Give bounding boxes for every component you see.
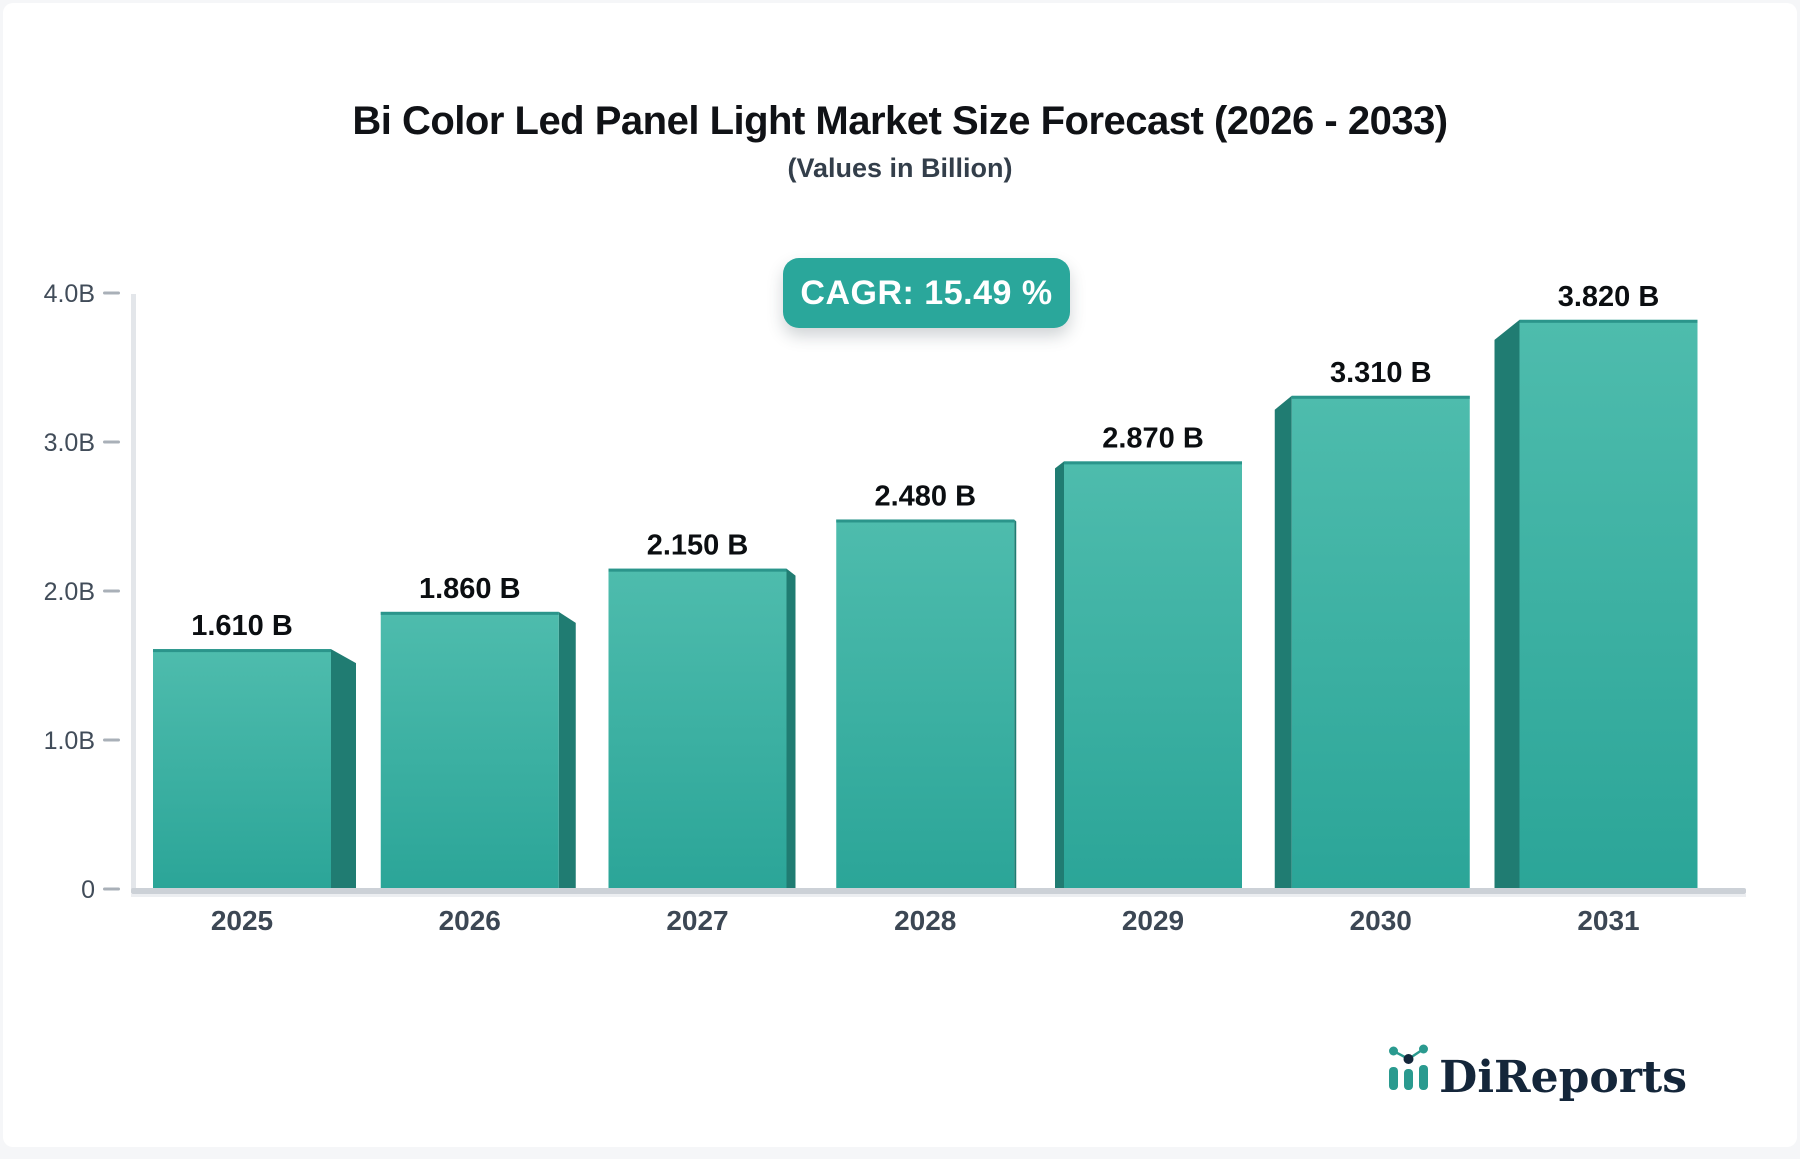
y-axis-label: 1.0B	[44, 727, 95, 755]
bar-top-edge	[153, 649, 331, 653]
bar-value-label: 2.480 B	[874, 480, 976, 512]
icon-dot	[1389, 1046, 1399, 1056]
bar-front-face	[836, 519, 1015, 889]
y-axis-label: 3.0B	[44, 429, 95, 457]
bar-value-label: 2.150 B	[647, 530, 749, 562]
bar-side-face	[1014, 519, 1017, 889]
x-axis-baseline-shadow	[131, 894, 1746, 897]
bar-chart-canvas: 0 1.0B 2.0B 3.0B 4.0B 1.610 B 2025 1.860 B 2026 2…	[44, 280, 1746, 936]
chart-card: Bi Color Led Panel Light Market Size For…	[3, 3, 1797, 1147]
bar-2027	[608, 568, 796, 889]
bar-2026	[380, 611, 576, 889]
bar-front-face	[1291, 395, 1470, 889]
cagr-badge: CAGR: 15.49 %	[783, 258, 1070, 328]
bar-side-face	[1274, 395, 1292, 889]
bar-front-face	[153, 649, 331, 889]
x-axis-label: 2027	[666, 905, 728, 936]
y-tick	[103, 887, 120, 891]
y-axis-label: 2.0B	[44, 578, 95, 606]
bar-value-label: 1.860 B	[419, 573, 521, 605]
bar-2028	[836, 519, 1017, 889]
bar-front-face	[608, 568, 787, 889]
bar-front-face	[1064, 461, 1242, 889]
bar-side-face	[1494, 319, 1520, 889]
icon-bar	[1389, 1067, 1399, 1090]
y-tick	[103, 291, 120, 295]
bar-2031	[1494, 319, 1698, 889]
icon-dot	[1403, 1054, 1414, 1064]
y-axis-label: 0	[81, 876, 95, 904]
chart-title: Bi Color Led Panel Light Market Size For…	[352, 99, 1448, 143]
icon-bar	[1419, 1065, 1429, 1090]
y-axis-label: 4.0B	[44, 280, 95, 308]
bar-side-face	[1055, 461, 1064, 889]
bar-top-edge	[380, 611, 559, 615]
y-axis-line	[131, 294, 136, 889]
bar-front-face	[380, 611, 559, 889]
bar-value-label: 3.820 B	[1558, 281, 1660, 313]
bar-value-label: 1.610 B	[191, 610, 293, 642]
bar-value-label: 3.310 B	[1330, 357, 1432, 389]
bar-2025	[153, 649, 356, 889]
chart-subtitle: (Values in Billion)	[787, 153, 1013, 183]
bar-top-edge	[1519, 319, 1698, 323]
bar-side-face	[786, 568, 796, 889]
icon-bar	[1404, 1069, 1414, 1090]
bar-top-edge	[1064, 461, 1242, 465]
cagr-badge-label: CAGR: 15.49 %	[800, 273, 1053, 312]
bar-2029	[1055, 461, 1242, 889]
bar-top-edge	[608, 568, 787, 572]
bar-top-edge	[1291, 395, 1470, 399]
icon-dot	[1419, 1044, 1429, 1054]
brand-logo: DiReports	[1386, 1039, 1687, 1104]
x-axis-label: 2026	[439, 905, 501, 936]
y-tick	[103, 440, 120, 444]
x-axis-label: 2028	[894, 905, 956, 936]
x-axis-label: 2031	[1577, 905, 1639, 936]
bar-side-face	[558, 611, 576, 889]
brand-name: DiReports	[1439, 1052, 1687, 1104]
y-tick	[103, 589, 120, 593]
x-axis-label: 2025	[211, 905, 273, 936]
bar-side-face	[331, 649, 356, 889]
mini-bar-line-chart-icon	[1389, 1044, 1429, 1090]
x-axis-label: 2030	[1350, 905, 1412, 936]
bar-2030	[1274, 395, 1470, 889]
x-axis-label: 2029	[1122, 905, 1184, 936]
bar-top-edge	[836, 519, 1015, 523]
plot-area: 0 1.0B 2.0B 3.0B 4.0B 1.610 B 2025 1.860 B 2026 2…	[44, 280, 1746, 936]
bar-front-face	[1519, 319, 1698, 889]
y-tick	[103, 738, 120, 742]
x-axis-baseline	[131, 888, 1746, 894]
bar-value-label: 2.870 B	[1102, 422, 1204, 454]
